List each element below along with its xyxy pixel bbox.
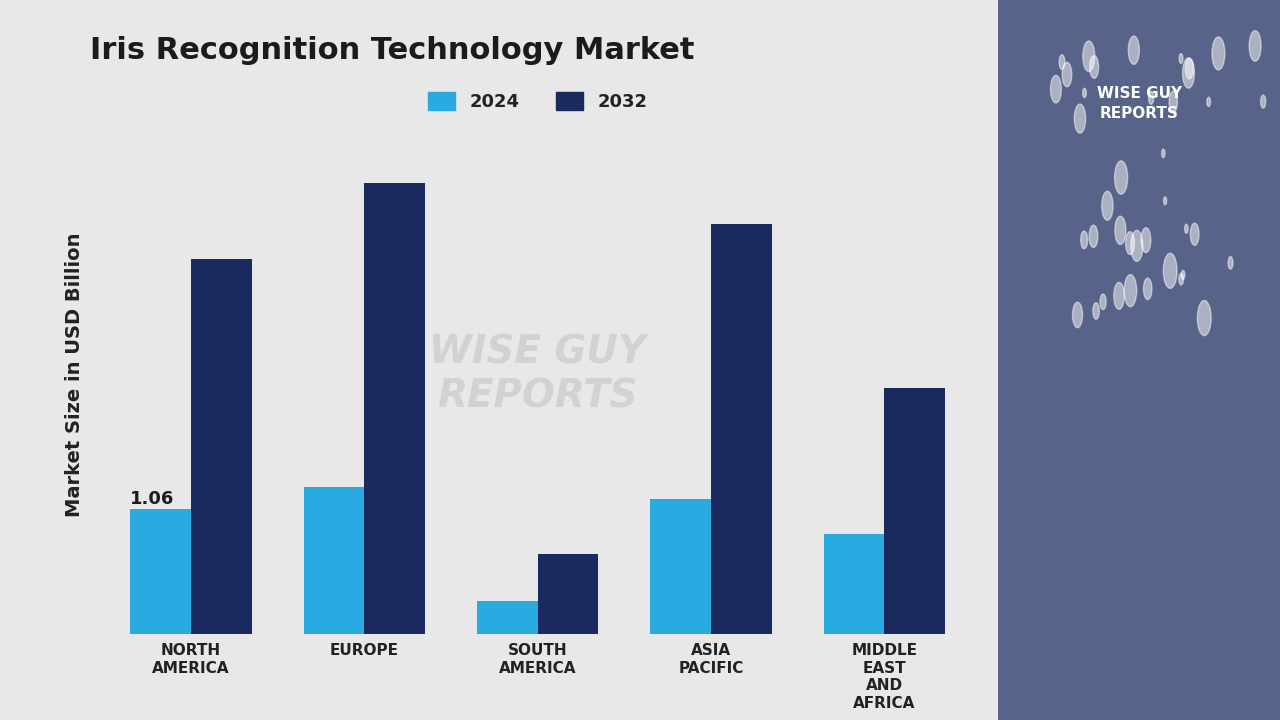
Circle shape [1183, 58, 1194, 88]
Circle shape [1228, 256, 1233, 269]
Circle shape [1162, 149, 1165, 158]
Circle shape [1073, 302, 1083, 328]
Circle shape [1093, 302, 1100, 319]
Text: Iris Recognition Technology Market: Iris Recognition Technology Market [90, 36, 694, 65]
Legend: 2024, 2032: 2024, 2032 [419, 83, 657, 120]
Circle shape [1114, 282, 1124, 310]
Circle shape [1181, 270, 1185, 279]
Circle shape [1115, 216, 1126, 245]
Circle shape [1179, 273, 1184, 285]
Circle shape [1080, 231, 1088, 248]
Y-axis label: Market Size in USD Billion: Market Size in USD Billion [65, 232, 84, 517]
Circle shape [1185, 58, 1193, 79]
Circle shape [1125, 232, 1134, 254]
Circle shape [1083, 41, 1094, 71]
Bar [823, 534, 884, 634]
Circle shape [1140, 228, 1151, 253]
Circle shape [1143, 278, 1152, 300]
Bar [477, 600, 538, 634]
Bar [884, 387, 945, 634]
Text: WISE GUY
REPORTS: WISE GUY REPORTS [429, 333, 646, 415]
Bar [650, 499, 710, 634]
Text: 1.06: 1.06 [129, 490, 174, 508]
Circle shape [1089, 55, 1098, 78]
Circle shape [1083, 89, 1087, 98]
Circle shape [1197, 300, 1211, 336]
Circle shape [1190, 223, 1199, 246]
Bar [191, 259, 252, 634]
Bar [365, 183, 425, 634]
Circle shape [1164, 197, 1166, 204]
Circle shape [1169, 91, 1178, 112]
Circle shape [1184, 224, 1188, 233]
Circle shape [1179, 53, 1183, 63]
Circle shape [1212, 37, 1225, 70]
Circle shape [1124, 274, 1137, 307]
Bar [538, 554, 598, 634]
Circle shape [1148, 91, 1153, 104]
Circle shape [1128, 36, 1139, 64]
Circle shape [1115, 161, 1128, 194]
Circle shape [1059, 55, 1065, 69]
Bar [710, 224, 772, 634]
Circle shape [1062, 63, 1071, 87]
Circle shape [1100, 294, 1106, 310]
Text: WISE GUY
REPORTS: WISE GUY REPORTS [1097, 86, 1181, 121]
Circle shape [1207, 97, 1211, 107]
Bar [303, 487, 365, 634]
Circle shape [1249, 31, 1261, 61]
Circle shape [1130, 230, 1143, 261]
Circle shape [1074, 104, 1085, 133]
Circle shape [1102, 192, 1114, 220]
Circle shape [1261, 95, 1266, 108]
Bar [131, 510, 191, 634]
Circle shape [1089, 225, 1098, 248]
Circle shape [1051, 76, 1061, 103]
Circle shape [717, 0, 1280, 720]
Circle shape [1164, 253, 1178, 288]
